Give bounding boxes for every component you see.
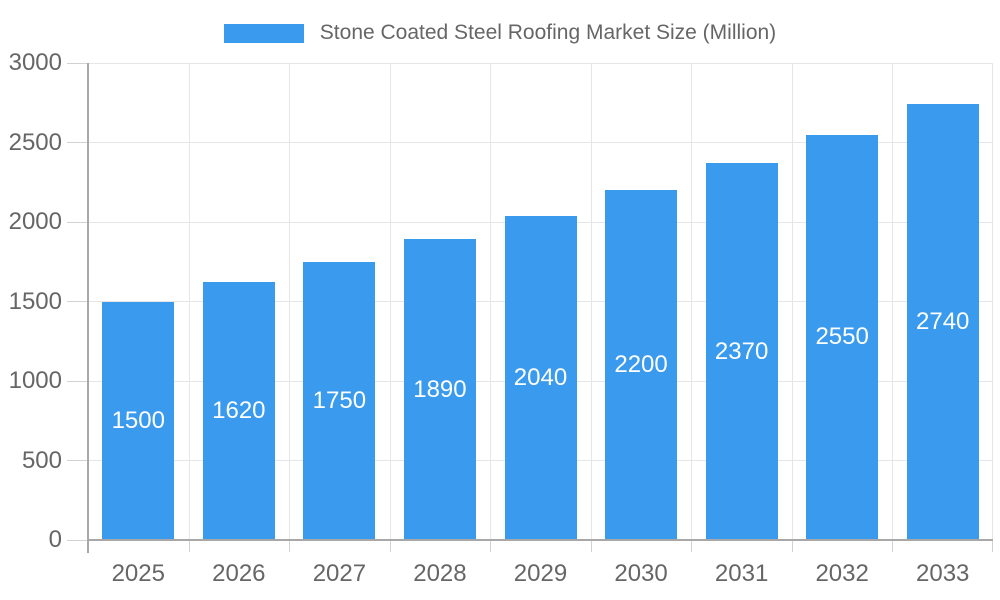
y-axis-tick bbox=[67, 460, 88, 461]
y-axis-tick-label: 0 bbox=[48, 526, 62, 553]
y-axis-tick-label: 2500 bbox=[8, 128, 62, 156]
y-gridline bbox=[88, 62, 993, 64]
y-axis-tick bbox=[67, 539, 88, 541]
x-axis-tick bbox=[490, 540, 492, 552]
x-axis-tick bbox=[188, 540, 190, 552]
x-axis-tick-label: 2026 bbox=[212, 560, 266, 587]
y-axis-tick-label: 2000 bbox=[8, 208, 62, 235]
plot-area: 0 500 1000 1500 2000 2500 3000 1500 1620 1750 1890… bbox=[9, 50, 993, 587]
x-axis-tick bbox=[791, 540, 793, 552]
bar-2033[interactable]: 2740 bbox=[906, 104, 979, 540]
x-axis-tick-label: 2032 bbox=[815, 560, 869, 587]
x-axis-tick-label: 2025 bbox=[111, 560, 165, 587]
x-axis-tick bbox=[691, 540, 693, 552]
x-axis-tick bbox=[892, 540, 894, 552]
x-gridline bbox=[691, 63, 693, 540]
bar-2025[interactable]: 1500 bbox=[102, 301, 175, 540]
y-gridline bbox=[88, 142, 993, 143]
bar-value-label: 2550 bbox=[815, 323, 869, 351]
bar-value-label: 2200 bbox=[614, 351, 668, 379]
x-gridline bbox=[289, 63, 291, 540]
bar-value-label: 1500 bbox=[111, 406, 165, 434]
y-axis-line bbox=[87, 63, 89, 553]
x-axis-tick bbox=[389, 540, 391, 552]
y-axis-tick bbox=[67, 380, 88, 382]
y-axis-tick bbox=[67, 301, 88, 302]
legend-swatch-icon bbox=[223, 23, 304, 43]
x-gridline bbox=[992, 63, 993, 540]
x-axis-tick bbox=[992, 540, 993, 552]
y-axis-tick-label: 500 bbox=[21, 446, 62, 474]
bar-value-label: 1750 bbox=[312, 386, 367, 414]
x-gridline bbox=[892, 63, 894, 540]
legend: Stone Coated Steel Roofing Market Size (… bbox=[0, 21, 1000, 45]
bar-2030[interactable]: 2200 bbox=[605, 190, 678, 540]
x-axis-tick-label: 2027 bbox=[312, 560, 367, 587]
x-gridline bbox=[389, 63, 391, 540]
x-axis-line bbox=[88, 539, 993, 541]
x-gridline bbox=[590, 63, 592, 540]
y-axis-tick-label: 1500 bbox=[8, 287, 62, 315]
bar-2029[interactable]: 2040 bbox=[504, 215, 577, 540]
bar-value-label: 2040 bbox=[513, 363, 568, 391]
y-axis-tick bbox=[67, 142, 88, 143]
bar-value-label: 1890 bbox=[413, 375, 467, 403]
bar-2031[interactable]: 2370 bbox=[705, 163, 778, 540]
bar-value-label: 1620 bbox=[212, 397, 266, 425]
x-axis-tick-label: 2028 bbox=[413, 560, 467, 587]
y-axis-tick bbox=[67, 221, 88, 223]
x-gridline bbox=[490, 63, 492, 540]
x-axis-tick-label: 2031 bbox=[714, 560, 769, 587]
bar-value-label: 2370 bbox=[714, 337, 769, 365]
x-axis-tick-label: 2033 bbox=[916, 560, 970, 587]
x-gridline bbox=[791, 63, 793, 540]
bar-2027[interactable]: 1750 bbox=[303, 261, 376, 540]
y-axis-tick-label: 3000 bbox=[8, 49, 62, 76]
bar-value-label: 2740 bbox=[916, 308, 970, 336]
bar-2028[interactable]: 1890 bbox=[403, 239, 476, 540]
bar-2032[interactable]: 2550 bbox=[806, 134, 879, 540]
y-axis-tick bbox=[67, 62, 88, 64]
y-axis-tick-label: 1000 bbox=[8, 367, 62, 394]
x-axis-tick-label: 2030 bbox=[614, 560, 668, 587]
bar-2026[interactable]: 1620 bbox=[202, 282, 275, 540]
x-axis-tick-label: 2029 bbox=[513, 560, 568, 587]
x-axis-tick bbox=[590, 540, 592, 552]
x-axis-tick bbox=[289, 540, 291, 552]
legend-label: Stone Coated Steel Roofing Market Size (… bbox=[319, 21, 777, 44]
x-gridline bbox=[188, 63, 190, 540]
legend-item[interactable]: Stone Coated Steel Roofing Market Size (… bbox=[223, 21, 777, 45]
